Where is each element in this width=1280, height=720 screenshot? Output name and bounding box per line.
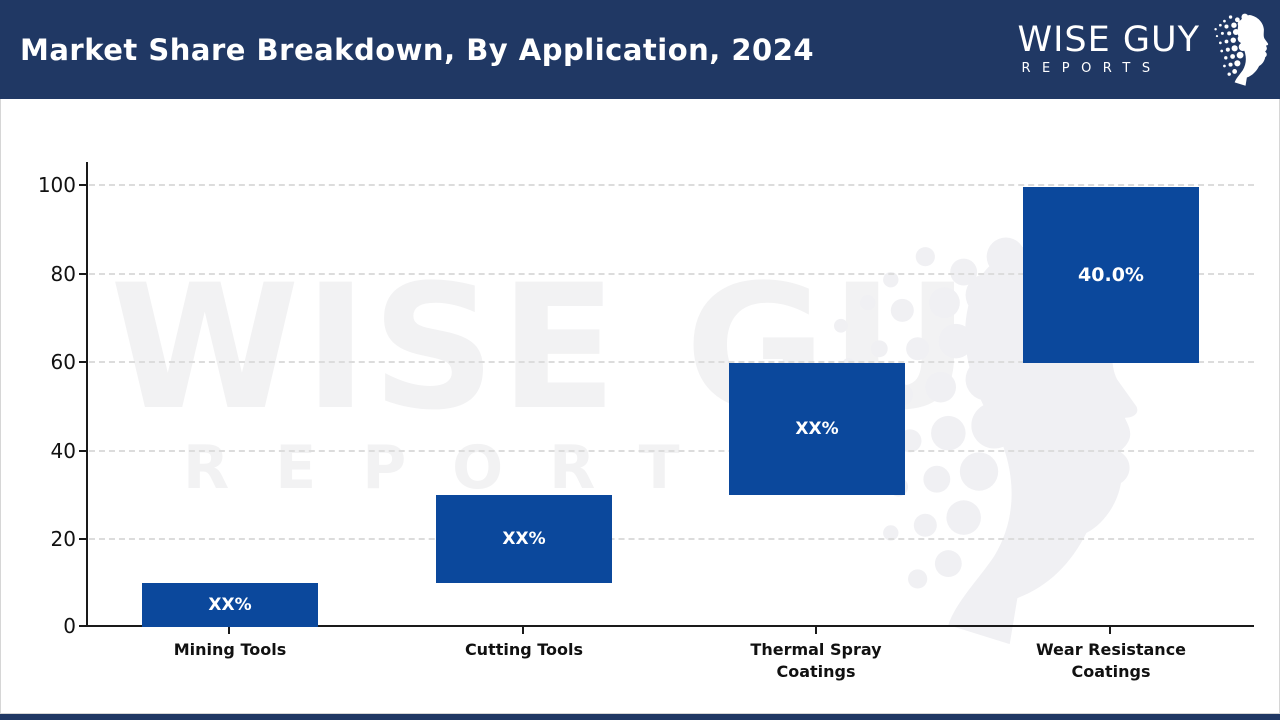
logo-brand-text: WISE GUY bbox=[1017, 20, 1200, 60]
y-tick-80 bbox=[79, 273, 86, 275]
y-tick-label-40: 40 bbox=[50, 439, 76, 463]
x-tick-mining-tools bbox=[228, 627, 230, 634]
gridline-60 bbox=[89, 361, 1254, 363]
gridline-40 bbox=[89, 450, 1254, 452]
y-tick-label-0: 0 bbox=[63, 614, 76, 638]
logo-text: WISE GUY REPORTS bbox=[1017, 20, 1200, 76]
logo-sub-text: REPORTS bbox=[1021, 61, 1162, 76]
gridline-100 bbox=[89, 184, 1254, 186]
y-tick-label-80: 80 bbox=[50, 262, 76, 286]
bar-mining-tools: XX% bbox=[142, 583, 318, 627]
y-tick-40 bbox=[79, 450, 86, 452]
category-label-wear-resistance: Wear Resistance Coatings bbox=[1035, 640, 1187, 681]
bar-value-label: 40.0% bbox=[1078, 264, 1144, 286]
category-label-thermal-spray: Thermal Spray Coatings bbox=[750, 640, 882, 681]
bar-thermal-spray-coatings: XX% bbox=[729, 363, 905, 495]
gridline-80 bbox=[89, 273, 1254, 275]
bar-wear-resistance-coatings: 40.0% bbox=[1023, 187, 1199, 363]
wiseguy-logo: WISE GUY REPORTS bbox=[1017, 7, 1270, 91]
bar-value-label: XX% bbox=[208, 595, 252, 615]
y-tick-100 bbox=[79, 184, 86, 186]
category-label-cutting-tools: Cutting Tools bbox=[464, 640, 584, 659]
y-tick-0 bbox=[79, 625, 86, 627]
x-tick-wear-resistance bbox=[1109, 627, 1111, 634]
bar-cutting-tools: XX% bbox=[436, 495, 612, 583]
category-label-mining-tools: Mining Tools bbox=[173, 640, 287, 659]
wiseguy-head-icon bbox=[1214, 13, 1269, 86]
page-title: Market Share Breakdown, By Application, … bbox=[20, 32, 815, 67]
y-tick-label-60: 60 bbox=[50, 350, 76, 374]
y-tick-label-20: 20 bbox=[50, 527, 76, 551]
bar-value-label: XX% bbox=[502, 529, 546, 549]
y-tick-60 bbox=[79, 361, 86, 363]
header-bar: Market Share Breakdown, By Application, … bbox=[0, 0, 1280, 99]
y-axis-line bbox=[86, 162, 88, 627]
y-tick-label-100: 100 bbox=[37, 173, 76, 197]
y-tick-20 bbox=[79, 538, 86, 540]
gridline-20 bbox=[89, 538, 1254, 540]
x-tick-cutting-tools bbox=[522, 627, 524, 634]
x-tick-thermal-spray bbox=[815, 627, 817, 634]
bar-value-label: XX% bbox=[795, 419, 839, 439]
x-axis-line bbox=[86, 625, 1254, 627]
footer-bar bbox=[0, 714, 1280, 720]
